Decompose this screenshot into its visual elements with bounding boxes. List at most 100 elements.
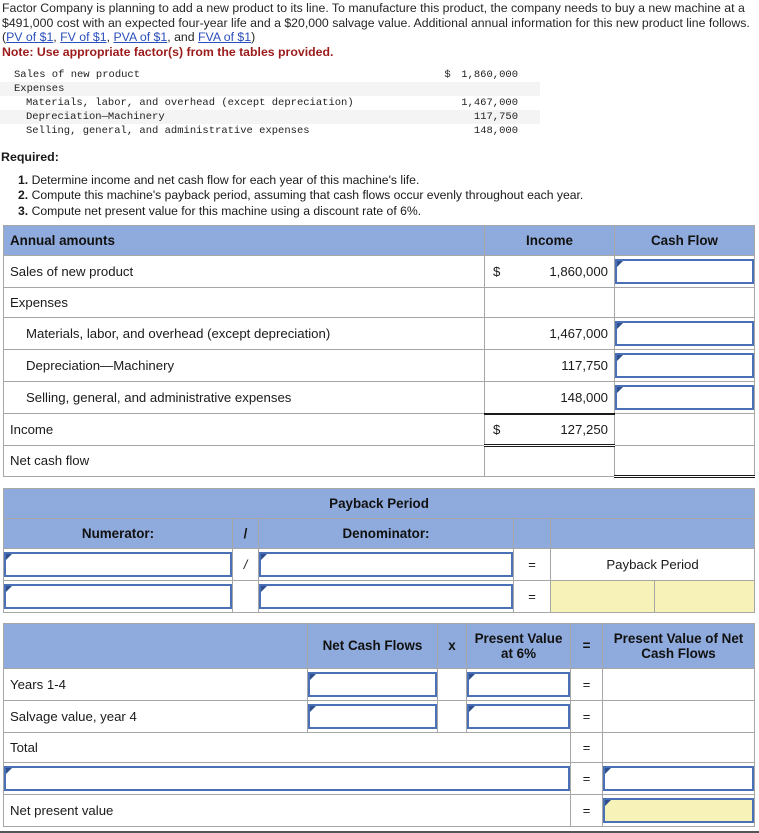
pva-of-1-link[interactable]: PVA of $1 — [113, 30, 168, 45]
table-row: Net present value = — [3, 793, 755, 827]
row-label: Materials, labor, and overhead (except d… — [3, 317, 485, 350]
intro-text-part2: ) — [251, 30, 256, 45]
npv-extra-result-input-cell[interactable] — [602, 761, 755, 795]
currency-symbol: $ — [444, 68, 451, 81]
income-value: 117,750 — [484, 349, 615, 382]
payback-numerator-input-cell[interactable] — [3, 547, 233, 581]
given-data-label: Materials, labor, and overhead (except d… — [26, 96, 354, 109]
required-item-text: Compute net present value for this machi… — [31, 203, 422, 218]
table-row: Salvage value, year 4 = — [3, 699, 755, 733]
npv-factor-input[interactable] — [467, 671, 570, 697]
income-value: 148,000 — [484, 381, 615, 415]
npv-result-cell — [602, 667, 755, 701]
table-row: = — [3, 579, 756, 613]
annual-amounts-header-row: Annual amounts Income Cash Flow — [3, 225, 755, 256]
given-data-table: Sales of new product $1,860,000 Expenses… — [0, 68, 540, 138]
payback-numerator-input-cell[interactable] — [3, 579, 233, 613]
income-amount: 1,860,000 — [549, 264, 608, 279]
cashflow-input-cell[interactable] — [614, 317, 755, 350]
income-value — [484, 444, 615, 477]
income-value: 1,467,000 — [484, 317, 615, 350]
required-item-text: Compute this machine's payback period, a… — [31, 188, 584, 203]
annual-amounts-table: Annual amounts Income Cash Flow Sales of… — [3, 225, 755, 478]
payback-slash: / — [232, 547, 259, 581]
income-amount: 127,250 — [560, 421, 608, 437]
npv-net-cash-flow-input[interactable] — [308, 671, 437, 697]
npv-extra-result-input[interactable] — [603, 765, 754, 791]
npv-net-cash-flow-input-cell[interactable] — [307, 699, 438, 733]
payback-result-unit[interactable] — [653, 579, 756, 613]
payback-denominator-input-cell[interactable] — [258, 547, 514, 581]
required-item-3: 3. Compute net present value for this ma… — [18, 204, 759, 219]
pv-of-1-link[interactable]: PV of $1 — [6, 30, 54, 45]
payback-slash — [232, 579, 259, 613]
table-row: = — [3, 761, 755, 795]
income-value — [484, 287, 615, 318]
npv-net-cash-flow-input[interactable] — [308, 703, 437, 729]
payback-equals: = — [513, 579, 551, 613]
table-row: Expenses — [3, 287, 755, 318]
cashflow-cell — [614, 287, 755, 318]
payback-title-row: Payback Period — [2, 487, 756, 519]
given-data-amount: 148,000 — [473, 124, 518, 137]
npv-col-net-cash-flows: Net Cash Flows — [307, 622, 438, 669]
table-row: Net cash flow — [3, 444, 755, 478]
npv-times-cell — [437, 667, 467, 701]
npv-extra-label-input-cell[interactable] — [3, 761, 571, 795]
cashflow-input[interactable] — [615, 259, 754, 284]
payback-denominator-input[interactable] — [259, 583, 513, 609]
cashflow-cell — [614, 413, 755, 446]
npv-col-pv-of-ncf: Present Value of Net Cash Flows — [602, 622, 755, 669]
cashflow-input[interactable] — [615, 321, 754, 346]
table-row: Selling, general, and administrative exp… — [3, 381, 755, 415]
payback-header-row: Numerator: / Denominator: — [3, 517, 756, 549]
income-value: $127,250 — [484, 413, 615, 447]
npv-col-times: x — [437, 622, 467, 669]
npv-header: Net Cash Flows x Present Value at 6% = P… — [3, 622, 755, 669]
npv-net-cash-flow-input-cell[interactable] — [307, 667, 438, 701]
net-present-value-table: Net Cash Flows x Present Value at 6% = P… — [3, 622, 755, 827]
row-label: Total — [3, 731, 571, 763]
payback-col-numerator: Numerator: — [3, 517, 233, 549]
cashflow-input-cell[interactable] — [614, 381, 755, 414]
given-data-amount: 1,467,000 — [461, 96, 518, 109]
given-data-amount — [378, 81, 540, 96]
given-data-amount: 117,750 — [378, 109, 540, 124]
payback-result-value[interactable] — [550, 579, 655, 613]
npv-col-present-value: Present Value at 6% — [466, 622, 571, 669]
npv-extra-label-input[interactable] — [4, 765, 570, 791]
given-data-label: Selling, general, and administrative exp… — [26, 124, 310, 137]
npv-factor-input[interactable] — [467, 703, 570, 729]
required-item-2: 2. Compute this machine's payback period… — [18, 188, 759, 203]
payback-numerator-input[interactable] — [4, 551, 232, 577]
required-item-number: 2. — [18, 188, 29, 203]
payback-denominator-input-cell[interactable] — [258, 579, 514, 613]
payback-denominator-input[interactable] — [259, 551, 513, 577]
npv-equals: = — [570, 731, 603, 763]
payback-period-table: Payback Period Numerator: / Denominator:… — [2, 487, 756, 613]
required-item-number: 1. — [18, 172, 29, 187]
npv-factor-input-cell[interactable] — [466, 667, 571, 701]
cashflow-input[interactable] — [615, 353, 754, 378]
fva-of-1-link[interactable]: FVA of $1 — [198, 30, 252, 45]
table-row: Income $127,250 — [3, 413, 755, 447]
payback-numerator-input[interactable] — [4, 583, 232, 609]
cashflow-input-cell[interactable] — [614, 349, 755, 382]
net-present-value-result-cell[interactable] — [602, 793, 755, 827]
currency-symbol: $ — [493, 264, 501, 279]
row-label: Expenses — [3, 287, 485, 318]
npv-body: Years 1-4 = Salvage value, year 4 = Tota… — [3, 667, 755, 827]
table-row: / = Payback Period — [3, 547, 756, 581]
row-label: Net present value — [3, 793, 571, 827]
fv-of-1-link[interactable]: FV of $1 — [60, 30, 107, 45]
net-present-value-input[interactable] — [603, 797, 754, 823]
intro-sep-2: , — [106, 30, 114, 45]
payback-header: Payback Period Numerator: / Denominator: — [2, 487, 756, 549]
required-item-1: 1. Determine income and net cash flow fo… — [18, 173, 759, 188]
given-data-row: Expenses — [0, 81, 540, 96]
cashflow-input[interactable] — [615, 385, 754, 410]
intro-sep-1: , — [53, 30, 61, 45]
cashflow-input-cell[interactable] — [614, 255, 755, 288]
npv-factor-input-cell[interactable] — [466, 699, 571, 733]
npv-col-equals: = — [570, 622, 603, 669]
